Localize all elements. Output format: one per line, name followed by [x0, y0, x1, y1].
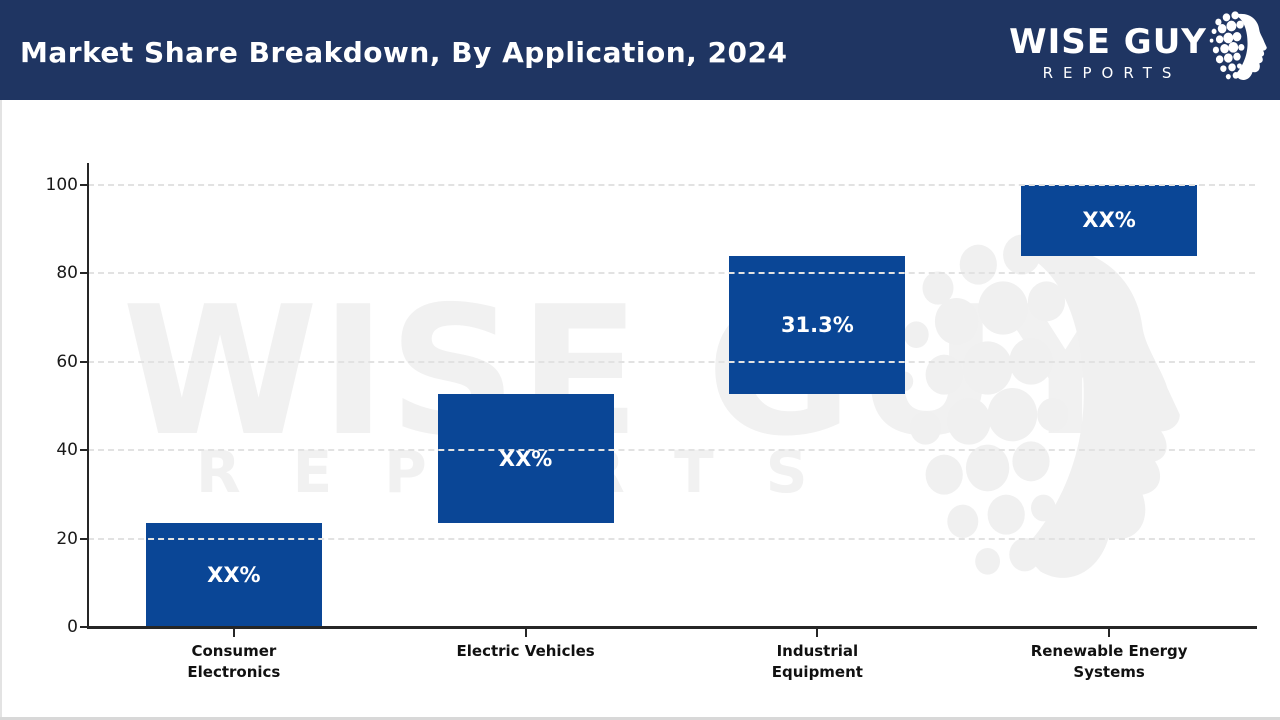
x-tick-mark	[232, 629, 235, 637]
bar-value-label: 31.3%	[780, 312, 854, 337]
bar-segment	[437, 394, 614, 524]
y-tick-label: 80	[56, 263, 78, 284]
x-tick-mark	[524, 629, 527, 637]
logo-text: WISE GUY REPORTS	[1008, 22, 1208, 82]
x-tick-mark	[816, 629, 819, 637]
y-tick-label: 60	[56, 351, 78, 372]
y-tick-label: 100	[45, 175, 78, 195]
logo-reports-text: REPORTS	[1042, 64, 1182, 82]
x-category-label: Renewable Energy Systems	[1030, 642, 1188, 681]
x-tick-mark	[1108, 629, 1111, 637]
y-tick-label: 40	[56, 440, 78, 461]
y-tick-mark	[80, 537, 88, 540]
header-bar: Market Share Breakdown, By Application, …	[0, 0, 1280, 100]
gridline-20	[88, 537, 1255, 540]
logo-wiseguy-text: WISE GUY	[1009, 22, 1207, 62]
bottom-edge-divider	[0, 717, 1280, 720]
gridline-80	[88, 272, 1255, 275]
y-tick-mark	[80, 449, 88, 452]
bar-value-label: XX%	[498, 446, 553, 471]
x-category-label: Consumer Electronics	[187, 642, 281, 681]
gridline-40	[88, 449, 1255, 452]
y-axis-line	[87, 163, 89, 628]
y-tick-label: 20	[56, 528, 78, 549]
logo-head-icon	[1206, 10, 1268, 90]
y-tick-mark	[80, 360, 88, 363]
y-tick-mark	[80, 272, 88, 275]
x-category-label: Industrial Equipment	[771, 642, 863, 681]
left-edge-divider	[0, 100, 2, 717]
y-tick-mark	[80, 184, 88, 186]
x-axis-line	[87, 626, 1257, 629]
gridline-60	[88, 360, 1255, 363]
y-tick-label: 0	[67, 617, 78, 637]
wise-guy-logo: WISE GUY REPORTS	[1008, 8, 1268, 94]
x-category-label: Electric Vehicles	[456, 642, 595, 660]
bar-value-label: XX%	[1082, 208, 1136, 233]
bar-segment	[145, 523, 322, 627]
gridline-100	[88, 184, 1255, 186]
y-tick-mark	[80, 626, 88, 628]
chart-title: Market Share Breakdown, By Application, …	[20, 36, 788, 69]
bar-segment	[729, 255, 906, 395]
bar-value-label: XX%	[207, 563, 261, 588]
